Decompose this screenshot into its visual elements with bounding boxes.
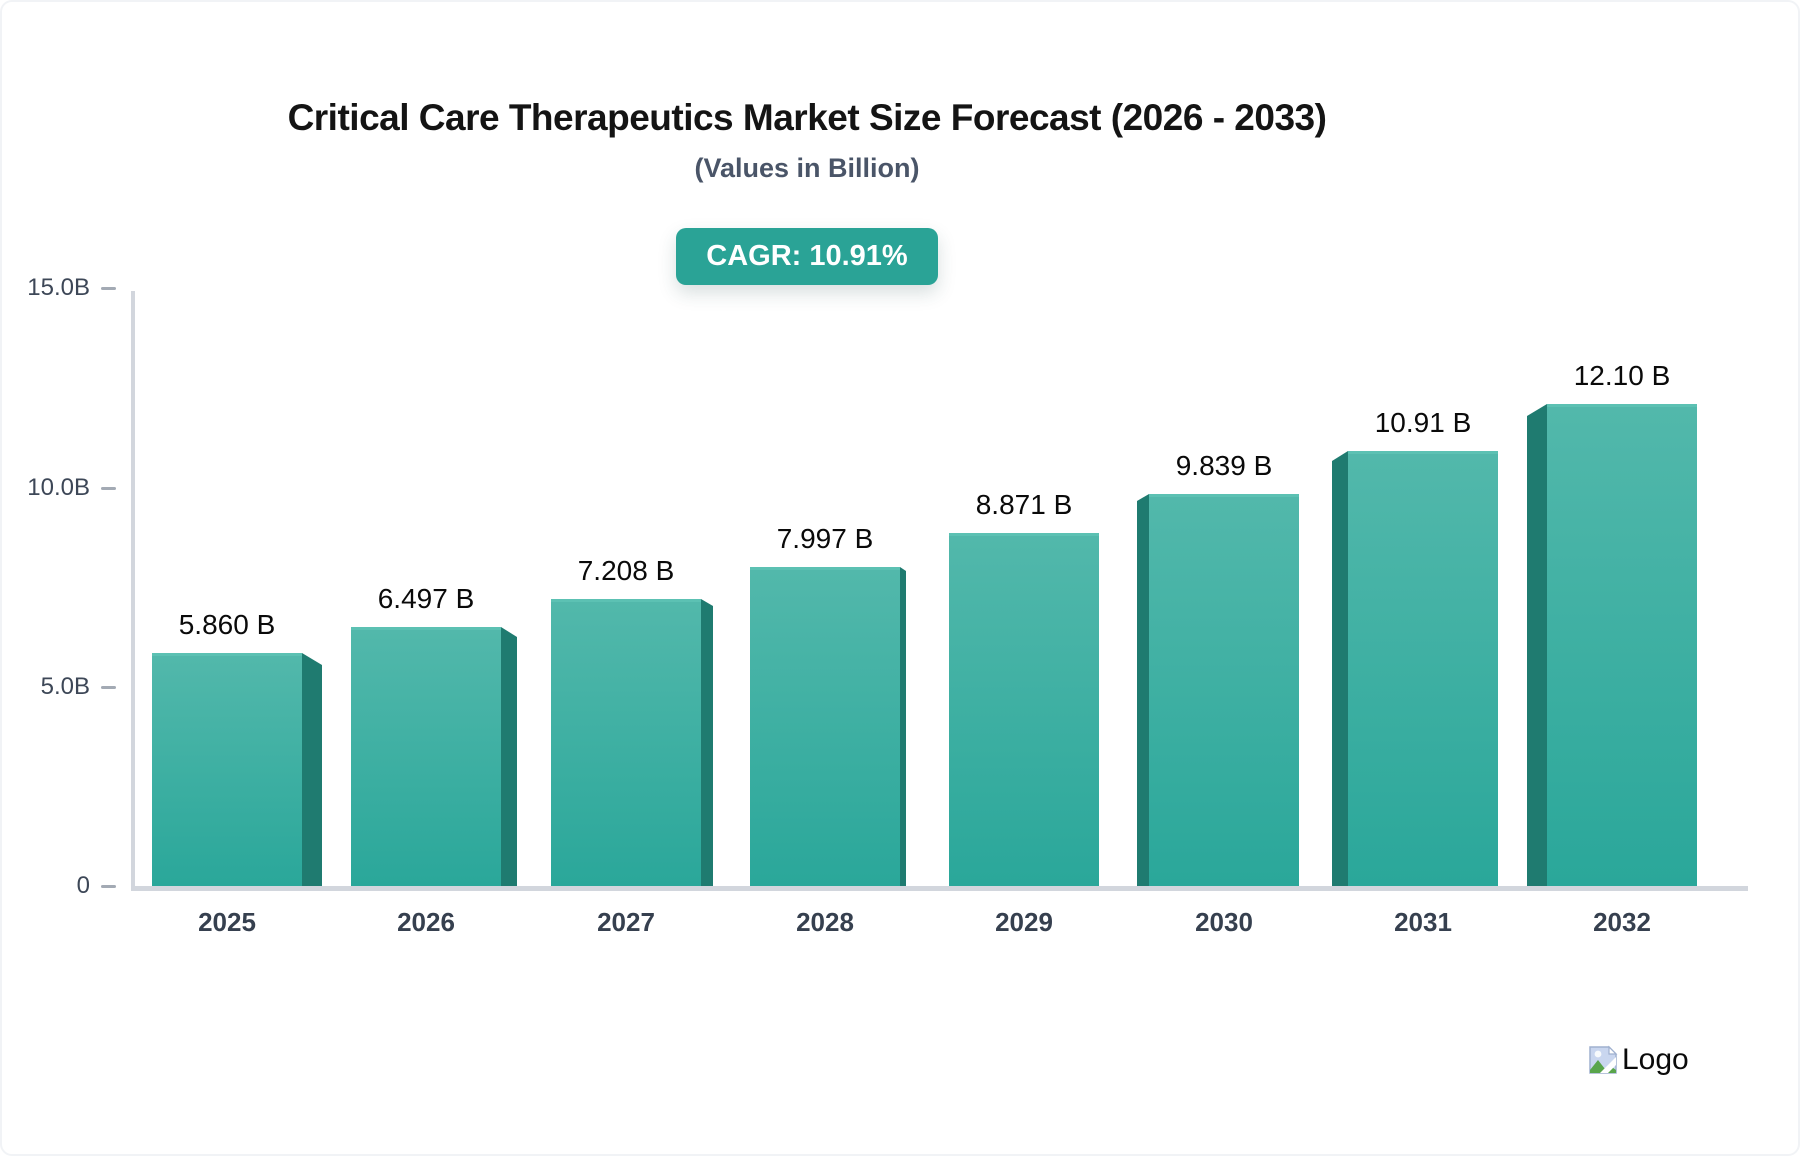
x-tick-label: 2029 bbox=[995, 907, 1053, 937]
x-axis-line bbox=[131, 886, 1748, 891]
y-tick-mark bbox=[101, 487, 116, 490]
y-axis-line bbox=[131, 291, 135, 891]
x-tick-label: 2027 bbox=[597, 907, 655, 937]
y-tick-label: 10.0B bbox=[27, 474, 90, 501]
bar[interactable] bbox=[351, 627, 501, 886]
y-tick-label: 5.0B bbox=[40, 673, 90, 700]
bar-value-label: 7.208 B bbox=[577, 555, 675, 586]
bar-side-face bbox=[1332, 451, 1348, 886]
logo-alt-text: Logo bbox=[1622, 1043, 1689, 1076]
bar-side-face bbox=[1137, 494, 1149, 886]
bar[interactable] bbox=[551, 599, 701, 886]
bar[interactable] bbox=[949, 533, 1099, 886]
bar-value-label: 12.10 B bbox=[1573, 360, 1671, 391]
x-tick-label: 2025 bbox=[198, 907, 256, 937]
bar-value-label: 10.91 B bbox=[1374, 407, 1472, 438]
bar-side-face bbox=[900, 567, 906, 886]
y-tick-label: 0 bbox=[76, 872, 90, 899]
bar-side-face bbox=[302, 653, 322, 886]
bar-value-label: 9.839 B bbox=[1175, 450, 1273, 481]
chart-title: Critical Care Therapeutics Market Size F… bbox=[287, 97, 1327, 138]
x-tick-label: 2032 bbox=[1593, 907, 1651, 937]
x-tick-label: 2026 bbox=[397, 907, 455, 937]
bar-value-label: 6.497 B bbox=[377, 583, 475, 614]
bar[interactable] bbox=[152, 653, 302, 886]
x-tick-label: 2030 bbox=[1195, 907, 1253, 937]
broken-image-icon bbox=[1586, 1043, 1620, 1077]
bar[interactable] bbox=[1547, 404, 1697, 886]
x-tick-label: 2031 bbox=[1394, 907, 1452, 937]
bar-side-face bbox=[1527, 404, 1547, 886]
bar-side-face bbox=[501, 627, 517, 886]
bar-value-label: 7.997 B bbox=[776, 523, 874, 554]
bar-value-label: 5.860 B bbox=[178, 609, 276, 640]
chart-header: Critical Care Therapeutics Market Size F… bbox=[2, 2, 1612, 285]
logo: Logo bbox=[1586, 1043, 1689, 1077]
chart-subtitle: (Values in Billion) bbox=[694, 153, 920, 183]
y-tick-mark bbox=[101, 885, 116, 888]
y-tick-label: 15.0B bbox=[27, 274, 90, 301]
bar[interactable] bbox=[750, 567, 900, 886]
bar[interactable] bbox=[1348, 451, 1498, 886]
x-tick-label: 2028 bbox=[796, 907, 854, 937]
bar-value-label: 8.871 B bbox=[975, 489, 1073, 520]
y-tick-mark bbox=[101, 287, 116, 290]
cagr-badge: CAGR: 10.91% bbox=[676, 228, 938, 285]
bar-side-face bbox=[701, 599, 713, 886]
bar[interactable] bbox=[1149, 494, 1299, 886]
y-tick-mark bbox=[101, 686, 116, 689]
